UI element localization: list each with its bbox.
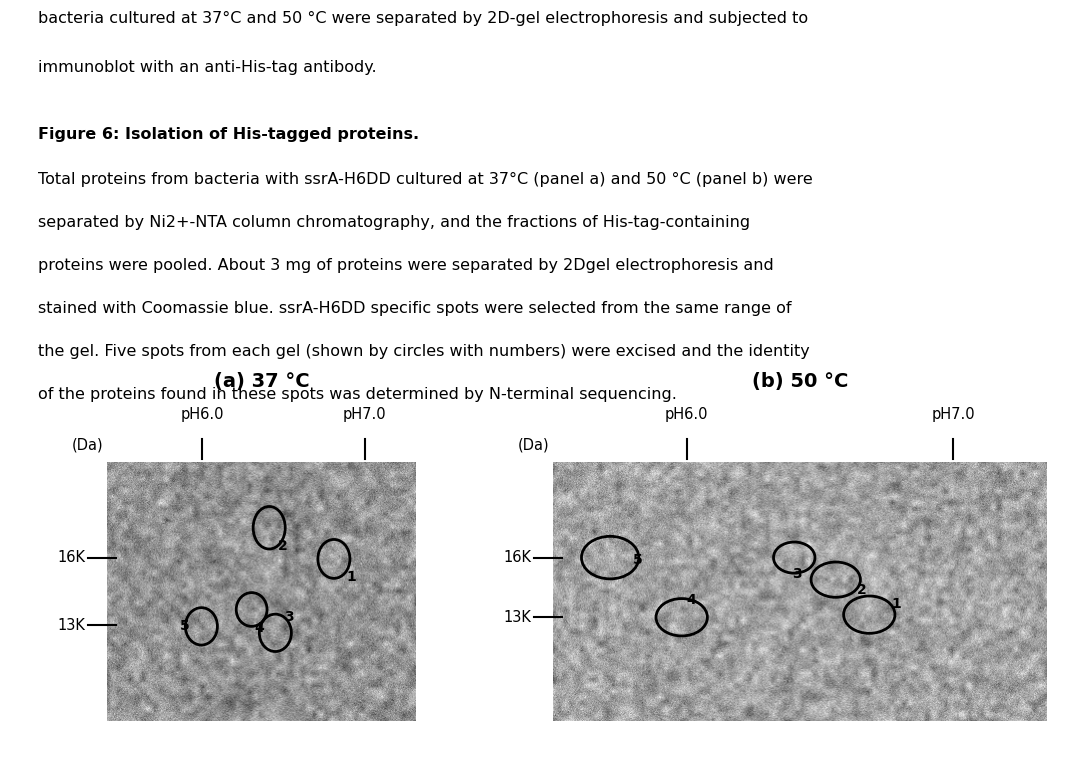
Text: 2: 2 xyxy=(856,583,866,597)
Text: proteins were pooled. About 3 mg of proteins were separated by 2Dgel electrophor: proteins were pooled. About 3 mg of prot… xyxy=(38,258,774,273)
Text: stained with Coomassie blue. ssrA-H6DD specific spots were selected from the sam: stained with Coomassie blue. ssrA-H6DD s… xyxy=(38,301,791,316)
Text: the gel. Five spots from each gel (shown by circles with numbers) were excised a: the gel. Five spots from each gel (shown… xyxy=(38,344,809,359)
Text: 3: 3 xyxy=(792,568,802,581)
Text: 4: 4 xyxy=(687,594,697,607)
Text: Figure 6: Isolation of His-tagged proteins.: Figure 6: Isolation of His-tagged protei… xyxy=(38,127,419,142)
Text: (a) 37 °C: (a) 37 °C xyxy=(214,372,309,391)
Text: 1: 1 xyxy=(892,597,902,611)
Text: 13K: 13K xyxy=(503,610,532,625)
Text: pH7.0: pH7.0 xyxy=(343,407,386,422)
Text: pH7.0: pH7.0 xyxy=(931,407,975,422)
Text: bacteria cultured at 37°C and 50 °C were separated by 2D-gel electrophoresis and: bacteria cultured at 37°C and 50 °C were… xyxy=(38,11,808,26)
Text: 3: 3 xyxy=(284,610,294,624)
Text: (Da): (Da) xyxy=(518,437,549,452)
Text: 5: 5 xyxy=(633,553,642,567)
Text: (b) 50 °C: (b) 50 °C xyxy=(752,372,848,391)
Text: 1: 1 xyxy=(346,570,356,584)
Text: Total proteins from bacteria with ssrA-H6DD cultured at 37°C (panel a) and 50 °C: Total proteins from bacteria with ssrA-H… xyxy=(38,172,813,187)
Text: 16K: 16K xyxy=(58,550,86,565)
Text: immunoblot with an anti-His-tag antibody.: immunoblot with an anti-His-tag antibody… xyxy=(38,60,376,75)
Text: 5: 5 xyxy=(180,620,189,633)
Text: pH6.0: pH6.0 xyxy=(180,407,225,422)
Text: 13K: 13K xyxy=(58,617,86,633)
Text: of the proteins found in these spots was determined by N-terminal sequencing.: of the proteins found in these spots was… xyxy=(38,387,677,402)
Text: 2: 2 xyxy=(278,539,288,553)
Text: (Da): (Da) xyxy=(72,437,103,452)
Text: pH6.0: pH6.0 xyxy=(665,407,709,422)
Text: separated by Ni2+-NTA column chromatography, and the fractions of His-tag-contai: separated by Ni2+-NTA column chromatogra… xyxy=(38,215,750,230)
Text: 4: 4 xyxy=(255,620,265,635)
Text: 16K: 16K xyxy=(503,550,532,565)
